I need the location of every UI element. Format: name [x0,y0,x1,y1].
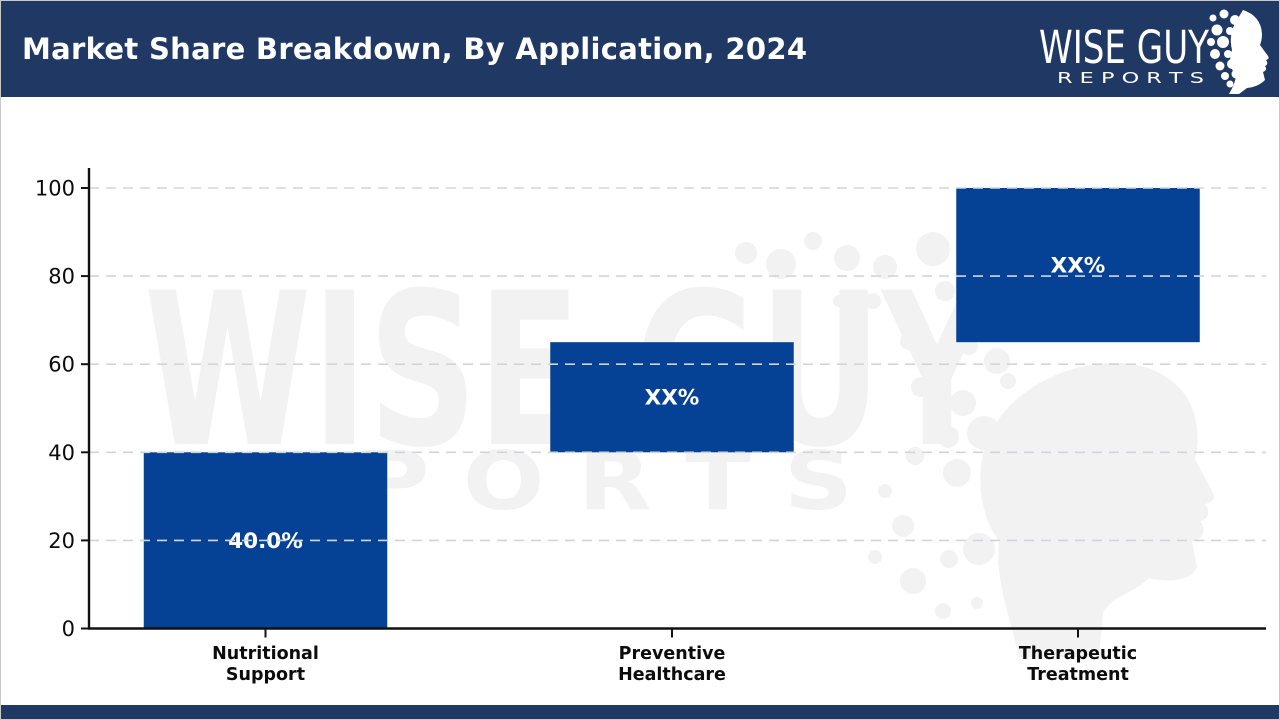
y-tick-label: 20 [48,529,75,553]
y-tick-label: 60 [48,353,75,377]
watermark-face-silhouette [980,362,1215,657]
y-tick-label: 80 [48,265,75,289]
bar-value-label: 40.0% [228,529,303,554]
bar-value-label: XX% [1051,254,1106,279]
wise-guy-reports-logo: WISE GUY R E P O R T S [1039,9,1269,94]
watermark-dots [735,232,1045,619]
header-bar: Market Share Breakdown, By Application, … [1,1,1279,97]
page-title: Market Share Breakdown, By Application, … [22,32,808,66]
footer-bar [1,705,1279,719]
y-tick-label: 40 [48,441,75,465]
bar [550,342,794,453]
x-category-label: Preventive Healthcare [618,644,726,685]
bar-value-label: XX% [645,386,700,411]
y-tick-label: 100 [35,177,75,201]
y-tick-label: 0 [62,617,75,641]
logo-wordmark: WISE GUY [1039,21,1209,74]
logo-head-icon [1207,9,1269,94]
bar [956,188,1200,343]
logo-subtext: R E P O R T S [1057,69,1204,87]
x-category-label: Nutritional Support [212,644,319,685]
x-category-label: Therapeutic Treatment [1019,644,1137,685]
